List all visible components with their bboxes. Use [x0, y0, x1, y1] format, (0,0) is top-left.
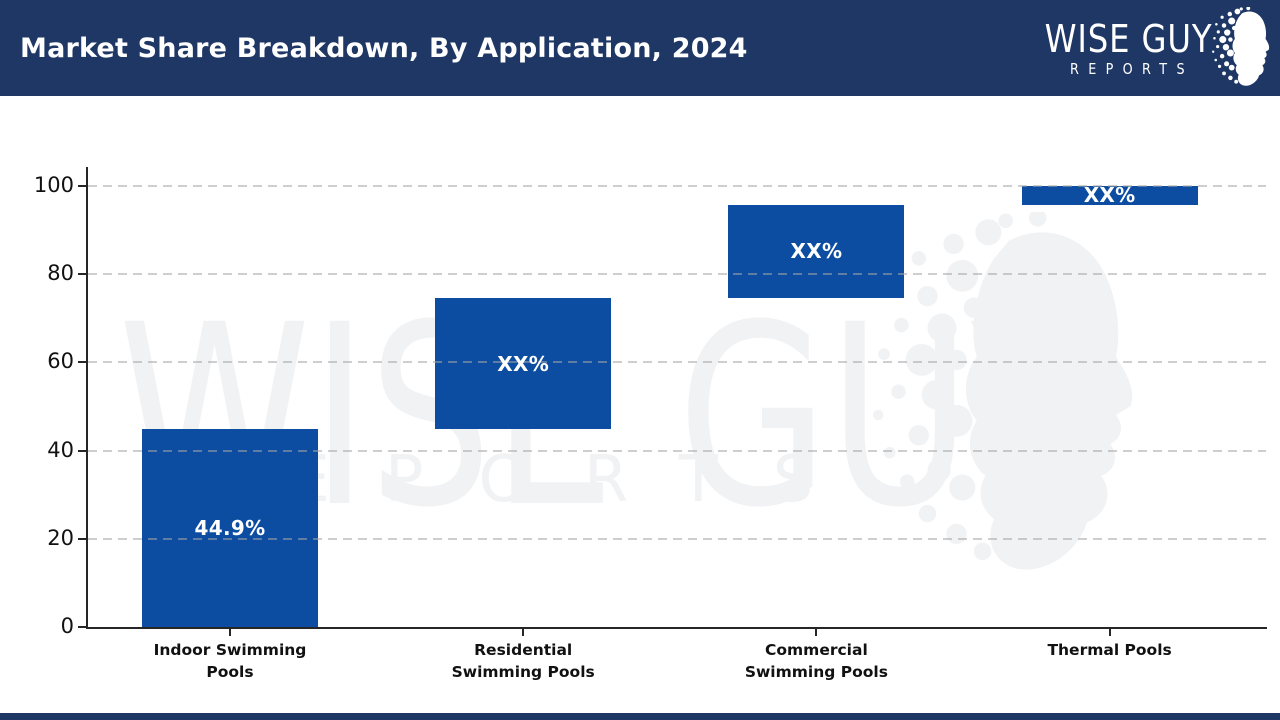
y-axis-tick [78, 185, 86, 187]
x-axis-category-label-line: Residential [474, 641, 573, 659]
x-axis-category-label: Thermal Pools [979, 640, 1241, 662]
bar-segment [728, 204, 905, 298]
bar-segment [435, 298, 612, 429]
gridline [88, 273, 1266, 276]
header-bar: Market Share Breakdown, By Application, … [0, 0, 1280, 96]
x-axis-category-label: Residential Swimming Pools [392, 640, 654, 683]
x-axis-category-label-line: Swimming Pools [451, 662, 595, 681]
bar-segment [1021, 186, 1198, 205]
y-axis-tick [78, 626, 86, 628]
y-axis-tick [78, 273, 86, 276]
x-axis-category-label: Commercial Swimming Pools [685, 640, 947, 683]
gridline [88, 361, 1266, 364]
y-axis-tick [78, 449, 86, 452]
y-axis-tick-label: 80 [47, 261, 74, 286]
gridline [88, 185, 1266, 187]
logo-text: WISE GUY REPORTS [1044, 20, 1212, 77]
y-axis-tick [78, 361, 86, 364]
x-axis-tick [522, 629, 525, 636]
x-axis-category-label-line: Thermal Pools [1047, 641, 1172, 659]
gridline [88, 449, 1266, 452]
gridline [88, 537, 1266, 540]
logo-wordmark: WISE GUY [1044, 16, 1212, 61]
y-axis-line [86, 167, 88, 629]
y-axis-tick-label: 0 [60, 614, 74, 638]
bar-value-label: 44.9% [194, 515, 266, 540]
bar-value-label: XX% [1083, 183, 1136, 208]
y-axis-tick-label: 60 [47, 349, 74, 374]
x-axis-category-label-line: Indoor Swimming [153, 641, 307, 659]
x-axis-category-label-line: Swimming Pools [744, 662, 888, 681]
page-title: Market Share Breakdown, By Application, … [20, 32, 748, 64]
x-axis-tick [815, 629, 818, 636]
x-axis-category-label-line: Commercial [765, 641, 868, 659]
y-axis-tick-label: 100 [33, 173, 74, 197]
logo-subtitle: REPORTS [1069, 59, 1194, 78]
bar-value-label: XX% [790, 239, 843, 264]
x-axis-tick [229, 629, 231, 636]
x-axis-line [86, 627, 1267, 629]
x-axis-category-label-line: Pools [206, 662, 254, 681]
bar-value-label: XX% [497, 351, 550, 376]
y-axis-tick-label: 20 [47, 525, 74, 550]
logo-head-icon [1212, 6, 1270, 86]
y-axis-tick-label: 40 [47, 437, 74, 462]
wise-guy-reports-logo: WISE GUY REPORTS [1015, 6, 1272, 90]
x-axis-category-label: Indoor Swimming Pools [99, 640, 361, 683]
bar-segment [142, 428, 318, 627]
y-axis-tick [78, 537, 86, 540]
footer-bar [0, 713, 1280, 720]
plot-area: 0 20 40 60 80 100 44.9% Indoor Swimming Pools XX%… [0, 96, 1280, 713]
x-axis-tick [1108, 629, 1111, 636]
